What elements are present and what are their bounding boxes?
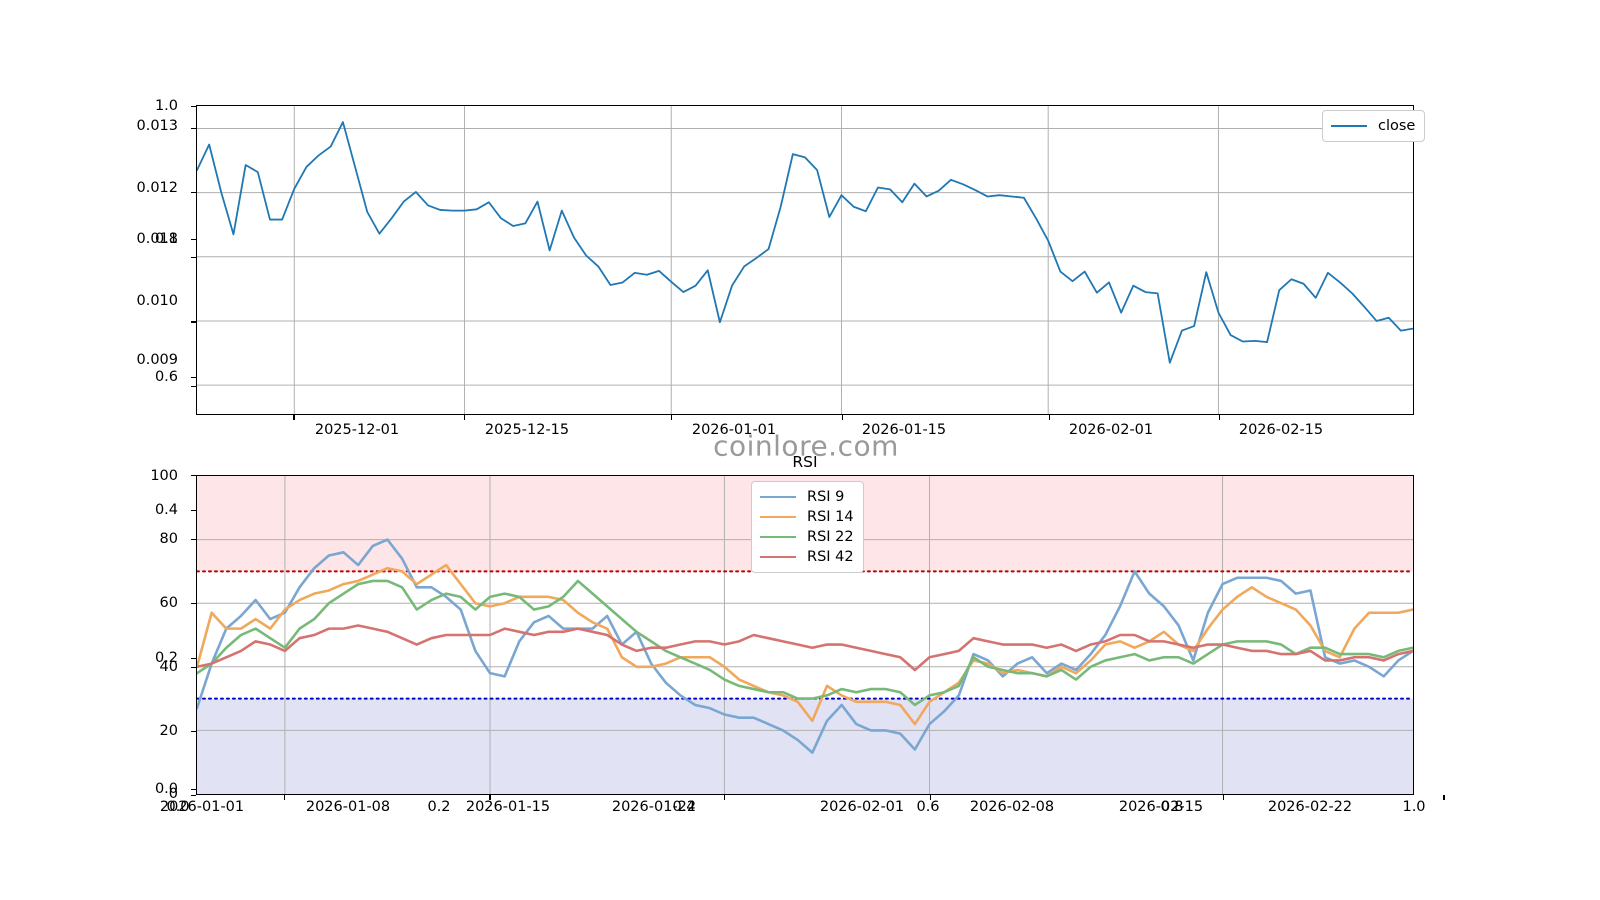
rsi-y-tick-mark [191,731,196,733]
rsi-x-tick-mark [489,795,491,800]
legend-label: RSI 9 [807,489,845,505]
rsi-y-norm-tick-mark [191,789,196,791]
price-y-tick-label: 0.011 [136,230,178,247]
price-y-norm-tick-label: 1.0 [154,97,178,114]
rsi-x-tick-mark [284,795,286,800]
rsi-y-tick-mark [191,795,196,797]
legend-item-rsi-14[interactable]: RSI 14 [760,507,854,527]
legend-item-rsi-22[interactable]: RSI 22 [760,527,854,547]
rsi-x-norm-tick-label: 0.0 [166,799,190,815]
rsi-y-tick-label: 40 [159,658,178,675]
price-chart-legend[interactable]: close [1322,110,1426,142]
price-y-norm-tick-mark [191,239,196,241]
rsi-x-tick-label: 2026-01-08 [305,799,391,815]
price-y-tick-mark [191,192,196,194]
legend-label: RSI 14 [807,509,854,525]
rsi-y-norm-tick-mark [191,658,196,660]
rsi-x-tick-label: 2026-01-22 [611,799,697,815]
rsi-x-norm-tick-label: 0.2 [427,799,451,815]
rsi14-series-color-swatch [760,516,796,518]
rsi-y-norm-tick-label: 0.2 [154,649,178,666]
rsi-x-tick-label: 2026-02-22 [1267,799,1353,815]
rsi-x-tick-mark [929,795,931,800]
rsi-x-tick-label: 2026-02-01 [819,799,905,815]
legend-label: RSI 22 [807,529,854,545]
rsi-chart-legend[interactable]: RSI 9 RSI 14 RSI 22 RSI 42 [751,481,864,573]
rsi-x-tick-mark [724,795,726,800]
price-line-plot [197,106,1413,414]
rsi-y-tick-mark [191,539,196,541]
rsi-x-norm-tick-label: 0.4 [672,799,696,815]
price-chart-axes [196,105,1414,415]
rsi-y-norm-tick-label: 0.4 [154,501,178,518]
price-y-norm-tick-mark [191,106,196,108]
price-y-tick-label: 0.013 [136,117,178,134]
price-x-tick-mark [1219,415,1221,420]
price-y-tick-label: 0.010 [136,292,178,309]
price-x-tick-label: 2026-01-15 [861,422,947,438]
rsi-x-tick-label: 2026-01-15 [465,799,551,815]
rsi-x-norm-tick-label: 0.8 [1160,799,1184,815]
rsi-y-norm-tick-mark [191,510,196,512]
price-y-tick-mark [191,127,196,129]
rsi9-series-color-swatch [760,496,796,498]
price-y-norm-tick-mark [191,377,196,379]
price-y-tick-mark [191,321,196,323]
legend-label: RSI 42 [807,549,854,565]
rsi-y-tick-label: 0 [168,785,178,802]
rsi-y-tick-label: 80 [159,530,178,547]
rsi-chart-title: RSI [792,453,818,471]
rsi-y-norm-tick-label: 0.0 [154,780,178,797]
rsi22-series-color-swatch [760,536,796,538]
rsi-y-tick-mark [191,475,196,477]
price-x-tick-label: 2026-01-01 [691,422,777,438]
rsi-x-norm-tick-label: 0.6 [916,799,940,815]
rsi-x-tick-label: 2026-02-08 [969,799,1055,815]
rsi42-series-color-swatch [760,556,796,558]
price-x-tick-label: 2025-12-01 [314,422,400,438]
price-x-tick-label: 2025-12-15 [484,422,570,438]
price-x-tick-mark [671,415,673,420]
price-x-tick-mark [1048,415,1050,420]
price-y-tick-label: 0.009 [136,351,178,368]
legend-item-rsi-9[interactable]: RSI 9 [760,487,854,507]
price-x-tick-mark [841,415,843,420]
rsi-x-norm-tick-label: 1.0 [1402,799,1426,815]
close-series-color-swatch [1331,125,1367,127]
rsi-x-tick-mark [1223,795,1225,800]
rsi-y-tick-mark [191,667,196,669]
rsi-x-tick-label: 2026-01-01 [159,799,245,815]
price-y-norm-tick-label: 0.8 [154,230,178,247]
rsi-x-tick-label: 2026-02-15 [1118,799,1204,815]
rsi-y-tick-label: 60 [159,594,178,611]
price-x-tick-label: 2026-02-01 [1068,422,1154,438]
price-x-tick-label: 2026-02-15 [1238,422,1324,438]
price-y-tick-mark [191,385,196,388]
rsi-x-tick-mark [1443,795,1445,800]
price-y-norm-tick-label: 0.6 [154,368,178,385]
rsi-y-tick-mark [191,603,196,605]
legend-label: close [1378,118,1416,134]
rsi-y-tick-label: 100 [150,467,178,484]
legend-item-close[interactable]: close [1331,116,1415,136]
rsi-y-tick-label: 20 [159,722,178,739]
price-x-tick-mark [463,415,466,420]
price-x-tick-mark [293,415,295,420]
price-y-tick-mark [191,256,196,258]
legend-item-rsi-42[interactable]: RSI 42 [760,547,854,567]
price-y-tick-label: 0.012 [136,179,178,196]
coinlore-watermark: coinlore.com [713,429,899,463]
